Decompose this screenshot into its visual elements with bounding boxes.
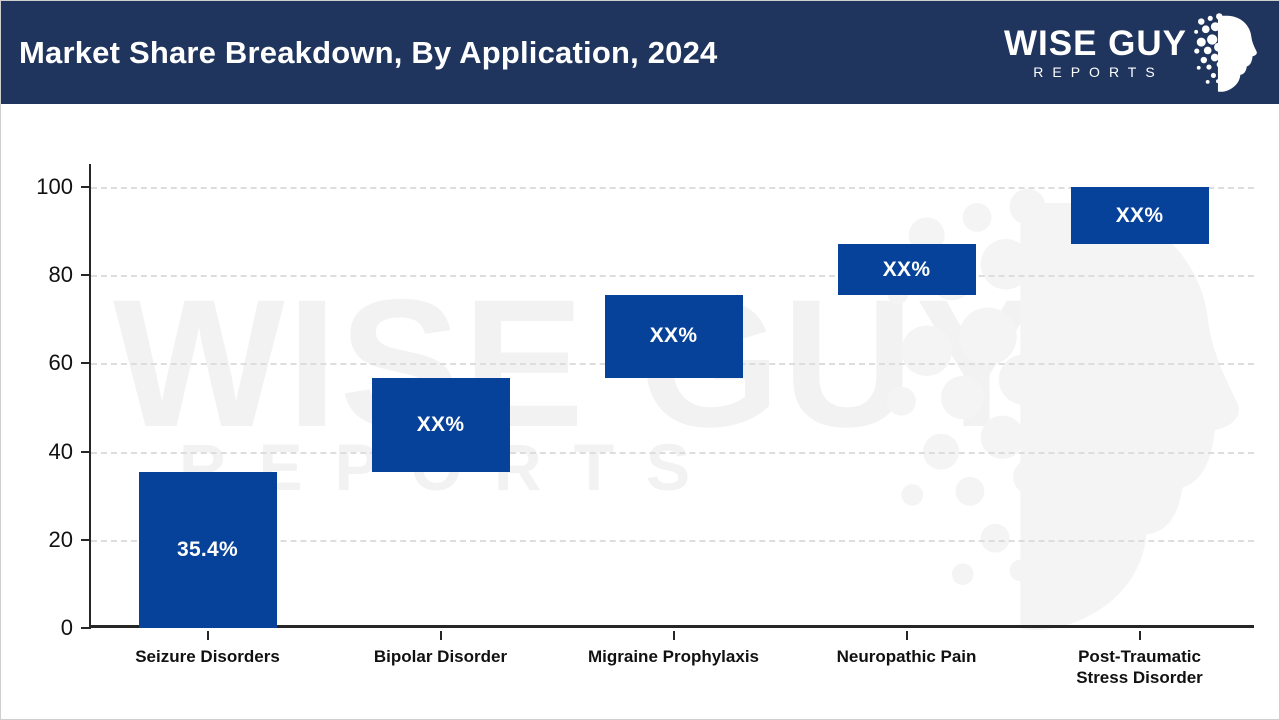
gridline-40 <box>91 451 1254 454</box>
bar-1: 35.4% <box>138 471 277 628</box>
y-tick-60 <box>81 362 91 365</box>
y-tick-40 <box>81 450 91 453</box>
chart-area: WISE GUY REPORTS 02040608010035.4%Seizur… <box>1 104 1279 719</box>
x-tick-label-3: Migraine Prophylaxis <box>588 647 759 666</box>
bar-3: XX% <box>604 295 743 378</box>
bar-5: XX% <box>1070 187 1209 245</box>
y-tick-80 <box>81 274 91 277</box>
brand-head-icon <box>1194 12 1257 92</box>
y-tick-0 <box>81 627 91 629</box>
brand-text: WISE GUY REPORTS <box>1004 26 1187 80</box>
x-tick-label-5: Post-Traumatic Stress Disorder <box>1076 647 1203 688</box>
bar-value-label: XX% <box>882 257 931 281</box>
x-tick-label-2: Bipolar Disorder <box>373 647 508 666</box>
y-tick-label-100: 100 <box>36 174 73 199</box>
bar-2: XX% <box>371 377 510 472</box>
bar-4: XX% <box>837 244 976 296</box>
x-tick-1 <box>206 631 209 640</box>
brand-subtitle: REPORTS <box>1033 63 1164 80</box>
y-tick-label-0: 0 <box>60 615 73 640</box>
brand-logo: WISE GUY REPORTS <box>1004 12 1259 94</box>
watermark-text-1: WISE GUY <box>113 261 1040 465</box>
y-tick-100 <box>81 186 91 188</box>
y-tick-label-20: 20 <box>48 526 73 552</box>
x-tick-2 <box>439 631 442 640</box>
plot: 0 20 40 60 80 100 35.4% Seizure Disorders XX% Bip… <box>36 164 1254 687</box>
chart-title: Market Share Breakdown, By Application, … <box>19 34 718 70</box>
bar-value-label: XX% <box>649 324 698 348</box>
x-tick-label-4: Neuropathic Pain <box>836 647 977 666</box>
y-tick-label-80: 80 <box>48 262 73 288</box>
bar-value-label: XX% <box>416 412 465 436</box>
bar-value-label: 35.4% <box>176 537 239 561</box>
header: Market Share Breakdown, By Application, … <box>1 1 1279 104</box>
bar-value-label: XX% <box>1115 203 1164 227</box>
gridline-100 <box>91 187 1254 189</box>
x-tick-4 <box>905 631 908 640</box>
x-tick-5 <box>1138 631 1141 640</box>
brand-name: WISE GUY <box>1003 23 1187 63</box>
y-tick-label-40: 40 <box>48 438 73 464</box>
x-tick-label-1: Seizure Disorders <box>135 647 280 666</box>
y-tick-20 <box>81 538 91 541</box>
y-tick-label-60: 60 <box>48 350 73 376</box>
gridline-80 <box>91 275 1254 278</box>
x-tick-3 <box>672 631 675 640</box>
gridline-20 <box>91 539 1254 542</box>
